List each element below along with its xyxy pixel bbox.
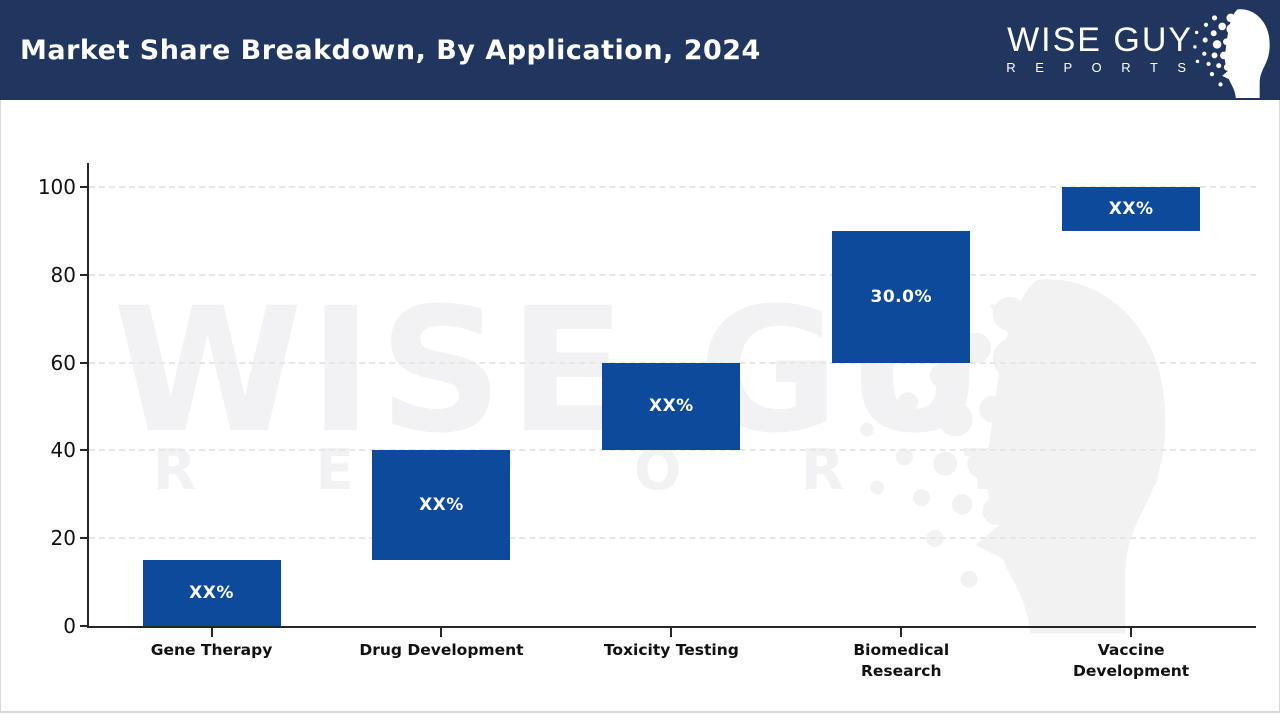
y-axis-tick-label: 40 xyxy=(50,438,76,463)
y-axis-tick xyxy=(80,449,89,452)
y-axis-tick xyxy=(80,537,89,540)
y-gridline xyxy=(89,186,1256,188)
y-axis-tick xyxy=(80,625,89,627)
brand-logo-tagline: R E P O R T S xyxy=(1006,60,1194,75)
x-axis-category-label: Drug Development xyxy=(359,641,524,659)
bar-value-label: XX% xyxy=(648,396,694,417)
chart-card: WISE GUY R E P O R T S XX% XX% XX% 30.0% XX% xyxy=(0,100,1280,713)
bar-gene-therapy: XX% xyxy=(142,560,281,626)
y-gridline xyxy=(89,449,1256,452)
bar-value-label: XX% xyxy=(419,495,464,516)
bar-value-label: XX% xyxy=(189,583,234,604)
bar-vaccine-development: XX% xyxy=(1062,187,1201,231)
bar-drug-development: XX% xyxy=(372,450,511,561)
x-axis-line xyxy=(87,626,1256,628)
brand-logo-text: WISE GUY R E P O R T S xyxy=(1006,22,1194,75)
page-title: Market Share Breakdown, By Application, … xyxy=(20,34,761,66)
x-axis-tick xyxy=(900,628,903,637)
bar-value-label: 30.0% xyxy=(870,286,932,307)
header-banner: Market Share Breakdown, By Application, … xyxy=(0,0,1280,100)
y-axis-tick xyxy=(80,186,89,188)
x-axis-category-label: Vaccine Development xyxy=(1073,641,1190,680)
y-axis-line xyxy=(87,163,89,628)
bar-toxicity-testing: XX% xyxy=(602,362,741,451)
bar-value-label: XX% xyxy=(1108,198,1154,219)
y-axis-tick-label: 0 xyxy=(63,614,76,638)
x-axis-category-label: Toxicity Testing xyxy=(603,641,739,659)
y-axis-tick xyxy=(80,273,89,276)
x-axis-tick xyxy=(440,628,443,637)
watermark-face-icon xyxy=(860,279,1166,634)
y-axis-tick-label: 100 xyxy=(37,175,76,199)
y-axis-tick-label: 20 xyxy=(50,526,76,551)
face-profile-icon xyxy=(1193,9,1270,98)
y-gridline xyxy=(89,273,1256,276)
x-axis-category-label: Biomedical Research xyxy=(853,641,950,680)
brand-logo: WISE GUY R E P O R T S xyxy=(1002,0,1272,100)
bar-biomedical-research: 30.0% xyxy=(832,230,971,363)
brand-logo-name: WISE GUY xyxy=(1007,21,1194,59)
x-axis-tick xyxy=(210,628,213,637)
x-axis-tick xyxy=(670,628,673,637)
x-axis-category-label: Gene Therapy xyxy=(150,641,273,659)
y-axis-tick-label: 60 xyxy=(50,350,76,375)
x-axis-tick xyxy=(1130,628,1133,637)
y-gridline xyxy=(89,537,1256,540)
y-axis-tick xyxy=(80,361,89,364)
y-axis-tick-label: 80 xyxy=(50,262,76,287)
